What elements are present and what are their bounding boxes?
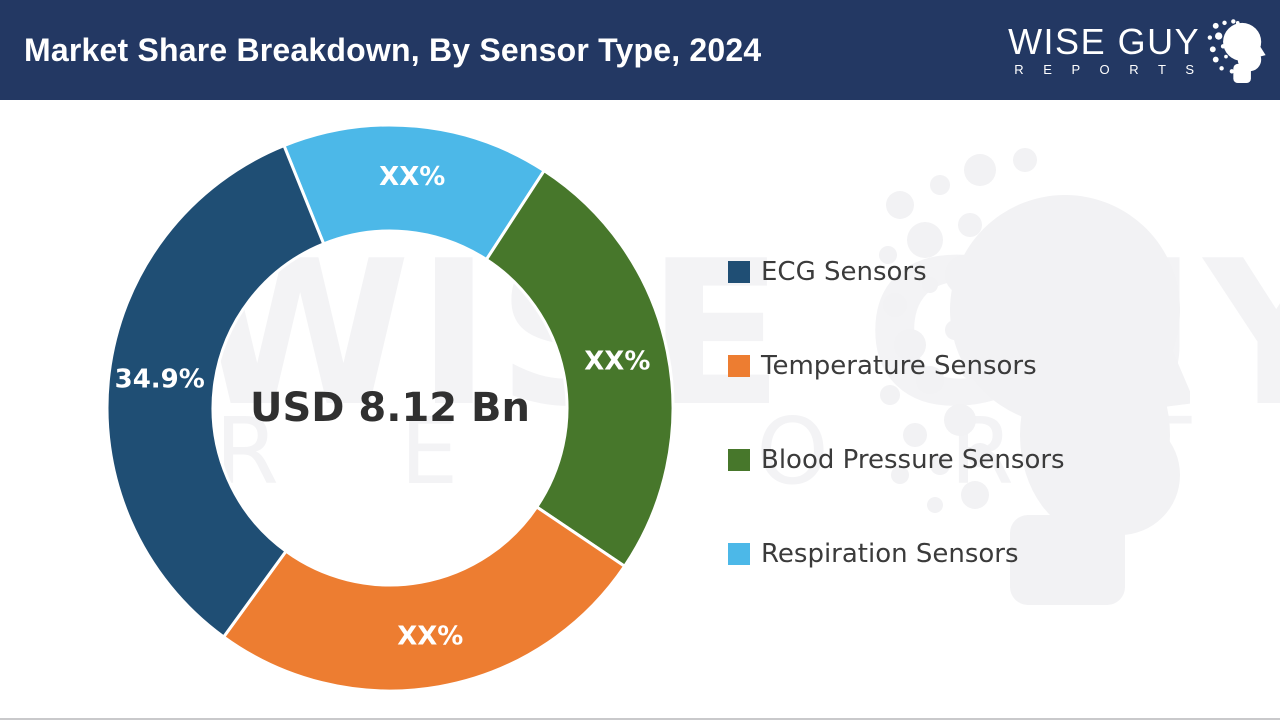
donut-segment-ecg-sensors: [105, 144, 326, 639]
legend-item: Temperature Sensors: [728, 351, 1065, 381]
brand-subtitle: R E P O R T S: [1014, 62, 1202, 78]
segment-value-label: 34.9%: [115, 365, 205, 395]
page-title: Market Share Breakdown, By Sensor Type, …: [24, 31, 762, 68]
brand-name: WISE GUY: [1008, 20, 1201, 62]
brand-face-icon: [1207, 19, 1266, 83]
segment-value-label: XX%: [584, 347, 650, 377]
legend-label: Blood Pressure Sensors: [761, 445, 1065, 475]
legend-item: ECG Sensors: [728, 257, 1065, 287]
legend-label: ECG Sensors: [761, 257, 927, 287]
legend-swatch: [728, 355, 750, 377]
chart-legend: ECG Sensors Temperature Sensors Blood Pr…: [728, 257, 1065, 569]
donut-segment-temperature-sensors: [222, 505, 627, 693]
donut-segment-blood-pressure-sensors: [484, 169, 675, 568]
donut-chart: USD 8.12 Bn XX% XX% XX% 34.9%: [105, 123, 675, 693]
segment-value-label: XX%: [397, 621, 463, 651]
legend-item: Respiration Sensors: [728, 539, 1065, 569]
chart-area: WISE GUY R E P O R T S USD 8.12 Bn XX%XX…: [0, 100, 1280, 718]
legend-label: Temperature Sensors: [761, 351, 1037, 381]
watermark-face: [879, 148, 1190, 605]
segment-value-label: XX%: [379, 162, 445, 192]
header-bar: Market Share Breakdown, By Sensor Type, …: [0, 0, 1280, 100]
legend-item: Blood Pressure Sensors: [728, 445, 1065, 475]
legend-swatch: [728, 543, 750, 565]
brand-logo: WISE GUY R E P O R T S: [1006, 4, 1270, 96]
legend-label: Respiration Sensors: [761, 539, 1019, 569]
donut-center-value: USD 8.12 Bn: [250, 385, 530, 431]
brand-logo-text: WISE GUY R E P O R T S: [1006, 20, 1202, 78]
legend-swatch: [728, 449, 750, 471]
legend-swatch: [728, 261, 750, 283]
